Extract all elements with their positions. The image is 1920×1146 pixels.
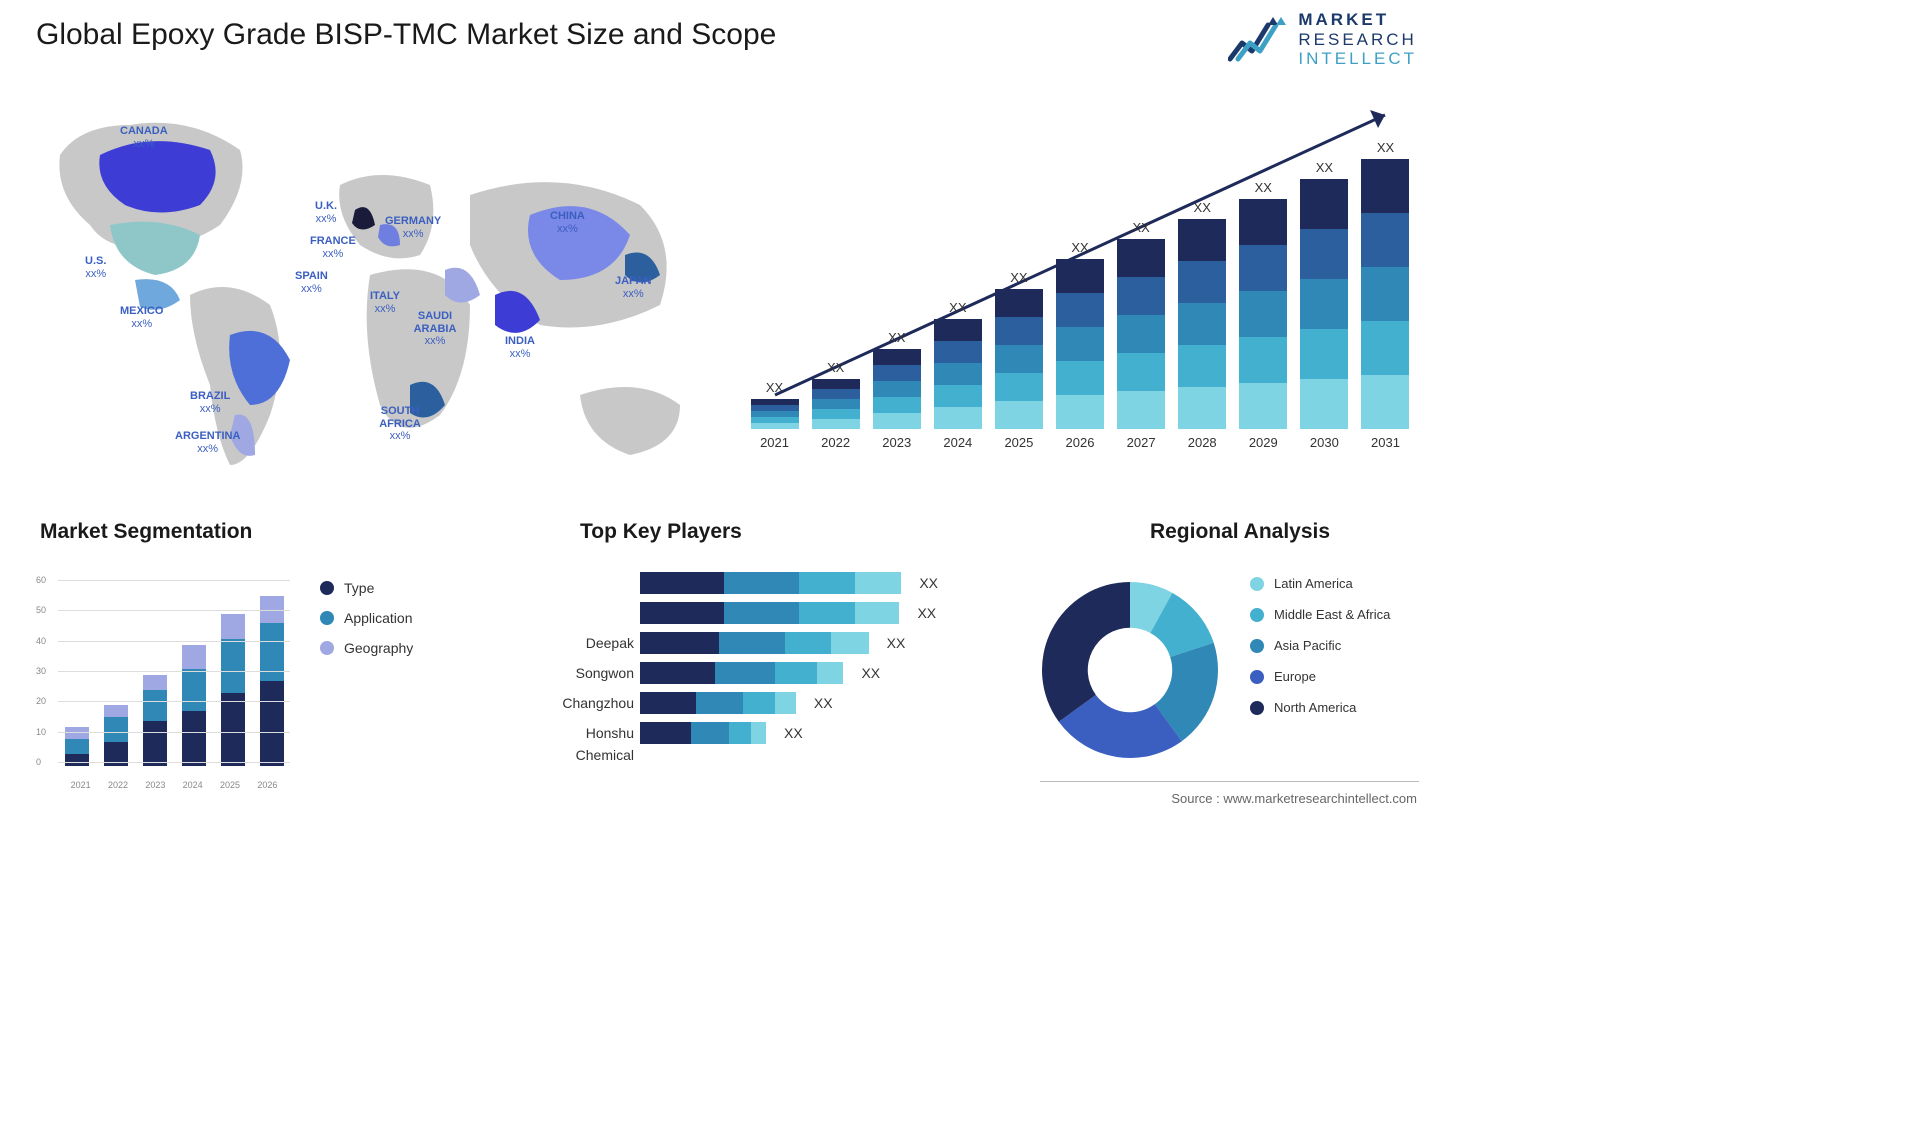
- legend-item: Application: [320, 610, 413, 626]
- legend-item: Middle East & Africa: [1250, 607, 1390, 622]
- forecast-bar: XX2031: [1361, 140, 1410, 450]
- map-label: JAPANxx%: [615, 275, 651, 300]
- donut-slice: [1042, 582, 1130, 722]
- key-player-name: Honshu Chemical: [524, 722, 634, 744]
- key-player-name: Changzhou: [524, 692, 634, 714]
- key-player-bar: XX: [640, 602, 1010, 624]
- key-player-bar: XX: [640, 572, 1010, 594]
- source-attribution: Source : www.marketresearchintellect.com: [1171, 791, 1417, 806]
- key-player-bar: XX: [640, 722, 1010, 744]
- segmentation-panel: Market Segmentation 01020304050602021202…: [40, 520, 460, 780]
- key-player-bar: XX: [640, 662, 1010, 684]
- key-player-bar: XX: [640, 692, 1010, 714]
- forecast-bar: XX2022: [811, 360, 860, 450]
- forecast-bar: XX2030: [1300, 160, 1349, 450]
- map-label: ITALYxx%: [370, 290, 400, 315]
- map-label: INDIAxx%: [505, 335, 535, 360]
- footer-divider: [1040, 781, 1419, 782]
- forecast-bar: XX2024: [933, 300, 982, 450]
- segmentation-bar: [257, 596, 286, 766]
- legend-item: Latin America: [1250, 576, 1390, 591]
- legend-item: Geography: [320, 640, 413, 656]
- map-label: CHINAxx%: [550, 210, 585, 235]
- forecast-bar: XX2027: [1117, 220, 1166, 450]
- key-player-name: Songwon: [524, 662, 634, 684]
- map-label: BRAZILxx%: [190, 390, 230, 415]
- forecast-chart: XX2021XX2022XX2023XX2024XX2025XX2026 XX20…: [740, 100, 1420, 480]
- logo-line1: MARKET: [1298, 10, 1417, 30]
- regional-title: Regional Analysis: [1040, 520, 1440, 544]
- legend-item: Asia Pacific: [1250, 638, 1390, 653]
- key-player-bar: XX: [640, 632, 1010, 654]
- key-players-chart: XX XX XX XX XX XX: [640, 572, 1010, 744]
- segmentation-bar: [218, 614, 247, 766]
- map-label: MEXICOxx%: [120, 305, 163, 330]
- map-label: U.K.xx%: [315, 200, 337, 225]
- regional-panel: Regional Analysis Latin America Middle Ea…: [1040, 520, 1440, 780]
- map-label: SPAINxx%: [295, 270, 328, 295]
- segmentation-chart: 0102030405060202120222023202420252026: [40, 566, 290, 776]
- map-label: GERMANYxx%: [385, 215, 441, 240]
- forecast-bar: XX2028: [1178, 200, 1227, 450]
- logo-mark-icon: [1228, 15, 1288, 63]
- legend-item: Europe: [1250, 669, 1390, 684]
- regional-donut-chart: [1030, 570, 1230, 770]
- segmentation-bar: [179, 645, 208, 766]
- legend-item: North America: [1250, 700, 1390, 715]
- segmentation-legend: Type Application Geography: [320, 580, 413, 656]
- segmentation-bar: [140, 675, 169, 766]
- segmentation-title: Market Segmentation: [40, 520, 460, 544]
- map-label: CANADAxx%: [120, 125, 168, 150]
- key-players-title: Top Key Players: [580, 520, 1020, 544]
- regional-legend: Latin America Middle East & Africa Asia Pa…: [1250, 576, 1390, 715]
- map-label: SOUTH AFRICAxx%: [370, 405, 430, 443]
- page-title: Global Epoxy Grade BISP-TMC Market Size …: [36, 18, 776, 52]
- key-player-name: Deepak: [524, 632, 634, 654]
- legend-item: Type: [320, 580, 413, 596]
- brand-logo: MARKET RESEARCH INTELLECT: [1228, 10, 1417, 69]
- forecast-bar: XX2021: [750, 380, 799, 450]
- forecast-bar: XX2026: [1055, 240, 1104, 450]
- map-label: FRANCExx%: [310, 235, 356, 260]
- logo-line2: RESEARCH: [1298, 30, 1417, 50]
- forecast-bar: XX2025: [994, 270, 1043, 450]
- map-label: SAUDI ARABIAxx%: [405, 310, 465, 348]
- key-players-labels: Deepak Songwon Changzhou Honshu Chemical: [524, 632, 634, 744]
- forecast-bar: XX2029: [1239, 180, 1288, 450]
- world-map-panel: CANADAxx% U.S.xx% MEXICOxx% BRAZILxx% ARGENT…: [40, 95, 700, 490]
- map-label: ARGENTINAxx%: [175, 430, 240, 455]
- logo-line3: INTELLECT: [1298, 49, 1417, 69]
- forecast-bar: XX2023: [872, 330, 921, 450]
- segmentation-bar: [101, 705, 130, 766]
- key-players-panel: Top Key Players XXXXXXXXXXXX DeepakSongw…: [580, 520, 1020, 780]
- map-label: U.S.xx%: [85, 255, 106, 280]
